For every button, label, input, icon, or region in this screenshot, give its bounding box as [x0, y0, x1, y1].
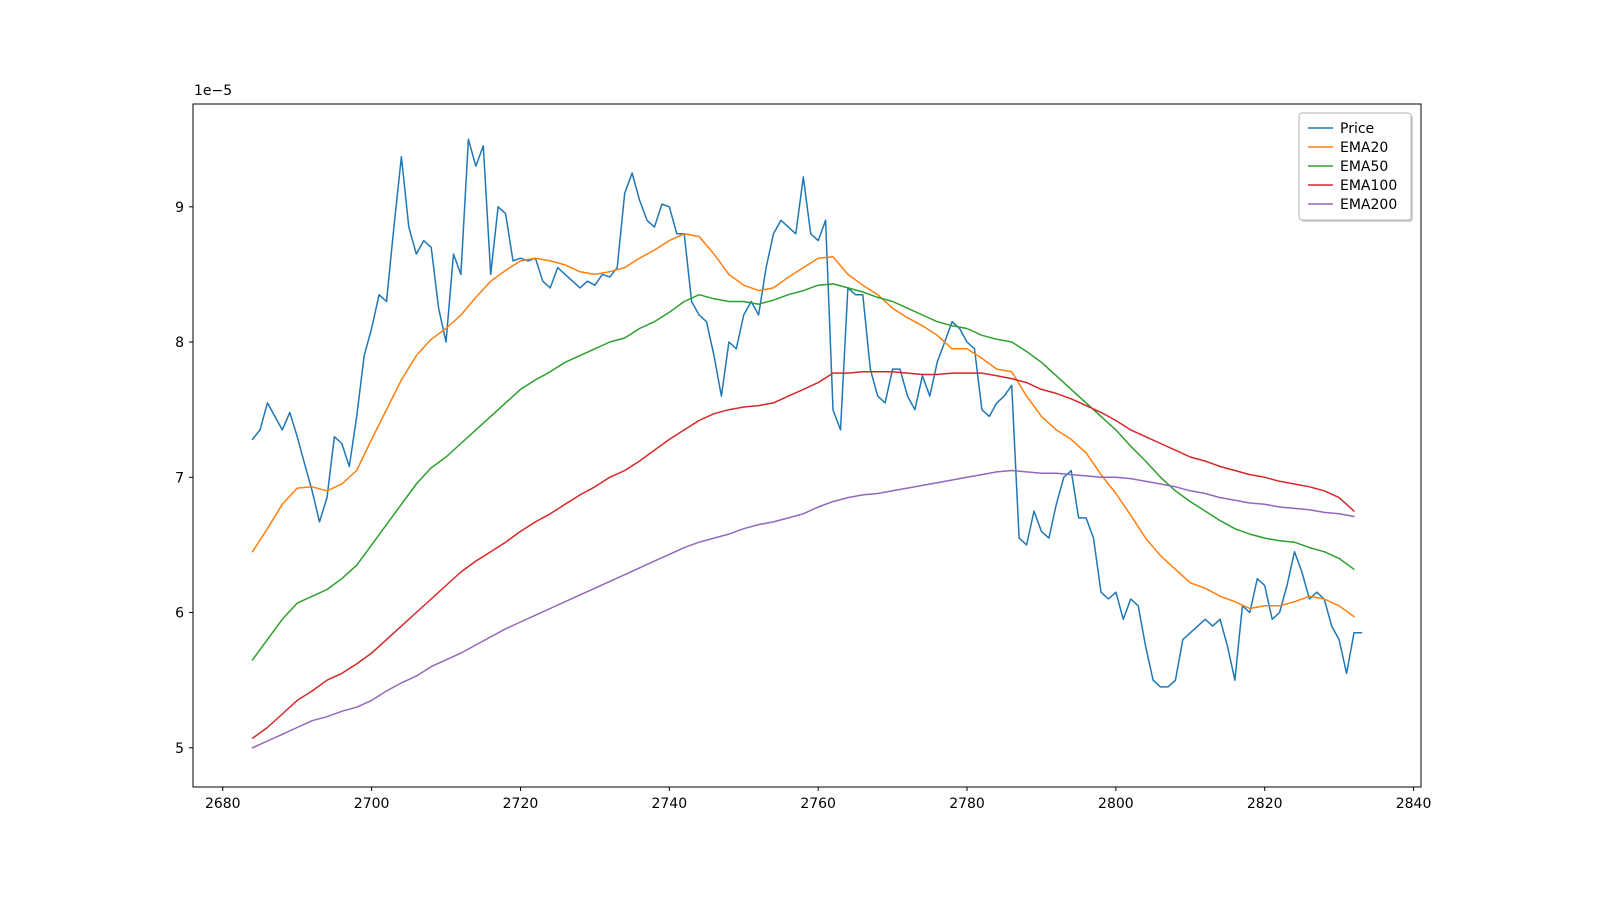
series-line-ema50 — [251, 283, 1355, 661]
x-tick-label: 2760 — [800, 796, 836, 812]
legend-label-ema20: EMA20 — [1340, 140, 1388, 156]
x-tick-label: 2740 — [651, 796, 687, 812]
x-tick-label: 2680 — [205, 796, 241, 812]
x-tick-label: 2720 — [503, 796, 539, 812]
y-axis-offset-label: 1e−5 — [194, 83, 232, 99]
y-tick-label: 8 — [175, 335, 184, 351]
y-tick-label: 7 — [175, 470, 184, 486]
series-line-ema20 — [251, 233, 1355, 618]
legend-label-ema50: EMA50 — [1340, 159, 1388, 175]
y-tick-label: 5 — [175, 741, 184, 757]
legend-label-price: Price — [1340, 121, 1374, 137]
legend-label-ema200: EMA200 — [1340, 197, 1397, 213]
series-line-ema100 — [251, 371, 1355, 740]
x-tick-label: 2700 — [354, 796, 390, 812]
series-line-ema200 — [251, 469, 1355, 749]
y-tick-label: 6 — [175, 606, 184, 622]
legend-box — [1298, 112, 1412, 221]
x-tick-label: 2780 — [949, 796, 985, 812]
x-tick-label: 2800 — [1098, 796, 1134, 812]
legend-label-ema100: EMA100 — [1340, 178, 1397, 194]
x-tick-label: 2840 — [1396, 796, 1432, 812]
series-line-price — [251, 138, 1363, 688]
axes-frame — [192, 103, 1422, 788]
x-tick-label: 2820 — [1247, 796, 1283, 812]
y-tick-label: 9 — [175, 200, 184, 216]
